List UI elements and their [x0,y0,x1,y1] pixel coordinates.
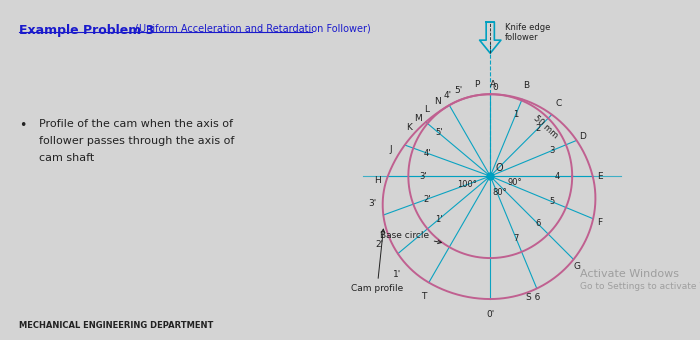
Text: Base circle: Base circle [379,231,442,244]
Text: 3': 3' [368,199,377,208]
Text: (Uniform Acceleration and Retardation Follower): (Uniform Acceleration and Retardation Fo… [132,24,371,34]
Text: 3': 3' [419,172,427,181]
Text: D: D [579,132,586,141]
Text: 3: 3 [550,146,555,155]
Text: 4: 4 [555,172,560,181]
Text: C: C [556,99,562,108]
Text: T: T [421,292,426,301]
Text: •: • [20,119,27,132]
Text: 1': 1' [435,215,442,224]
Text: J: J [390,145,392,154]
Text: 50 mm: 50 mm [532,114,560,140]
Text: Activate Windows: Activate Windows [580,270,680,279]
Text: 5': 5' [435,129,442,137]
Text: 2': 2' [375,240,383,249]
Text: MECHANICAL ENGINEERING DEPARTMENT: MECHANICAL ENGINEERING DEPARTMENT [20,321,213,330]
Text: 1: 1 [513,109,519,119]
Text: O: O [495,163,503,173]
Text: 2': 2' [424,194,431,204]
Text: 2: 2 [535,124,540,133]
Text: 7: 7 [513,234,519,243]
Text: 4': 4' [444,91,452,100]
Text: G: G [573,262,580,271]
Text: H: H [374,176,381,185]
Text: Example Problem 3: Example Problem 3 [20,24,155,37]
Text: Cam profile: Cam profile [351,229,403,293]
Text: Go to Settings to activate Windows.: Go to Settings to activate Windows. [580,282,700,291]
Text: 5': 5' [454,86,462,96]
Text: 0': 0' [486,310,494,319]
Text: F: F [597,218,602,227]
Text: M: M [414,114,421,123]
Text: Profile of the cam when the axis of
follower passes through the axis of
cam shaf: Profile of the cam when the axis of foll… [38,119,234,164]
Text: 6: 6 [535,219,540,228]
Text: 90°: 90° [508,178,522,187]
Text: K: K [405,123,412,132]
Text: S 6: S 6 [526,293,540,302]
Text: 4': 4' [424,149,431,158]
Text: 80°: 80° [493,188,507,197]
Text: N: N [435,98,441,106]
Text: P: P [474,81,480,89]
Text: 0: 0 [493,83,498,92]
Text: E: E [597,172,603,181]
Text: B: B [523,81,529,90]
Text: 100°: 100° [457,180,477,189]
Text: Knife edge
follower: Knife edge follower [505,23,550,42]
Text: A: A [490,80,496,89]
Text: 1': 1' [393,270,401,279]
Text: L: L [424,105,429,114]
Text: 5: 5 [550,197,555,206]
